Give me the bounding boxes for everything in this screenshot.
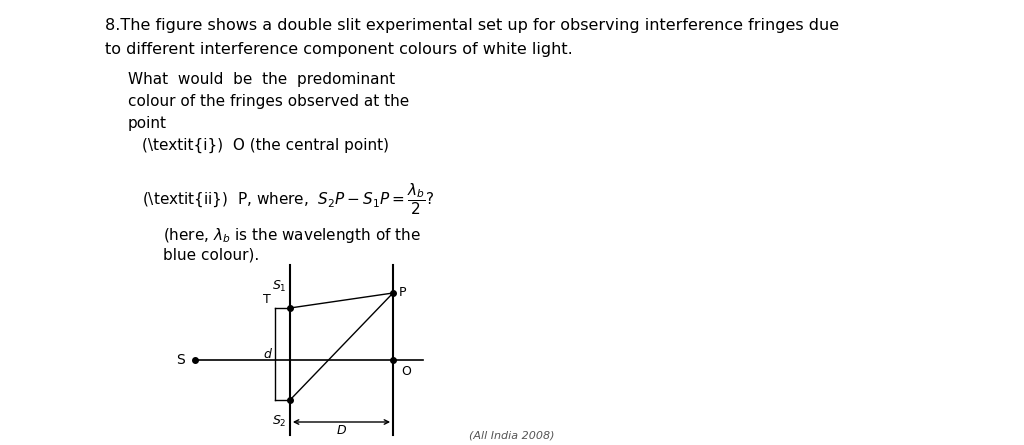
Text: colour of the fringes observed at the: colour of the fringes observed at the: [128, 94, 410, 109]
Text: d: d: [263, 348, 271, 360]
Text: 8.The figure shows a double slit experimental set up for observing interference : 8.The figure shows a double slit experim…: [105, 18, 839, 33]
Text: P: P: [399, 287, 407, 299]
Text: point: point: [128, 116, 167, 131]
Text: $S_2$: $S_2$: [272, 414, 287, 429]
Text: (here, $\lambda_b$ is the wavelength of the: (here, $\lambda_b$ is the wavelength of …: [163, 226, 421, 245]
Text: O: O: [401, 365, 411, 378]
Text: (\textit{i})  O (the central point): (\textit{i}) O (the central point): [142, 138, 389, 153]
Text: T: T: [263, 293, 271, 306]
Text: (All India 2008): (All India 2008): [469, 430, 555, 440]
Text: $S_1$: $S_1$: [272, 279, 287, 294]
Text: S: S: [176, 353, 185, 367]
Text: (\textit{ii})  P, where,  $S_2P - S_1P = \dfrac{\lambda_b}{2}$?: (\textit{ii}) P, where, $S_2P - S_1P = \…: [142, 182, 434, 218]
Text: What  would  be  the  predominant: What would be the predominant: [128, 72, 395, 87]
Text: blue colour).: blue colour).: [163, 248, 259, 263]
Text: D: D: [337, 424, 346, 437]
Text: to different interference component colours of white light.: to different interference component colo…: [105, 42, 572, 57]
